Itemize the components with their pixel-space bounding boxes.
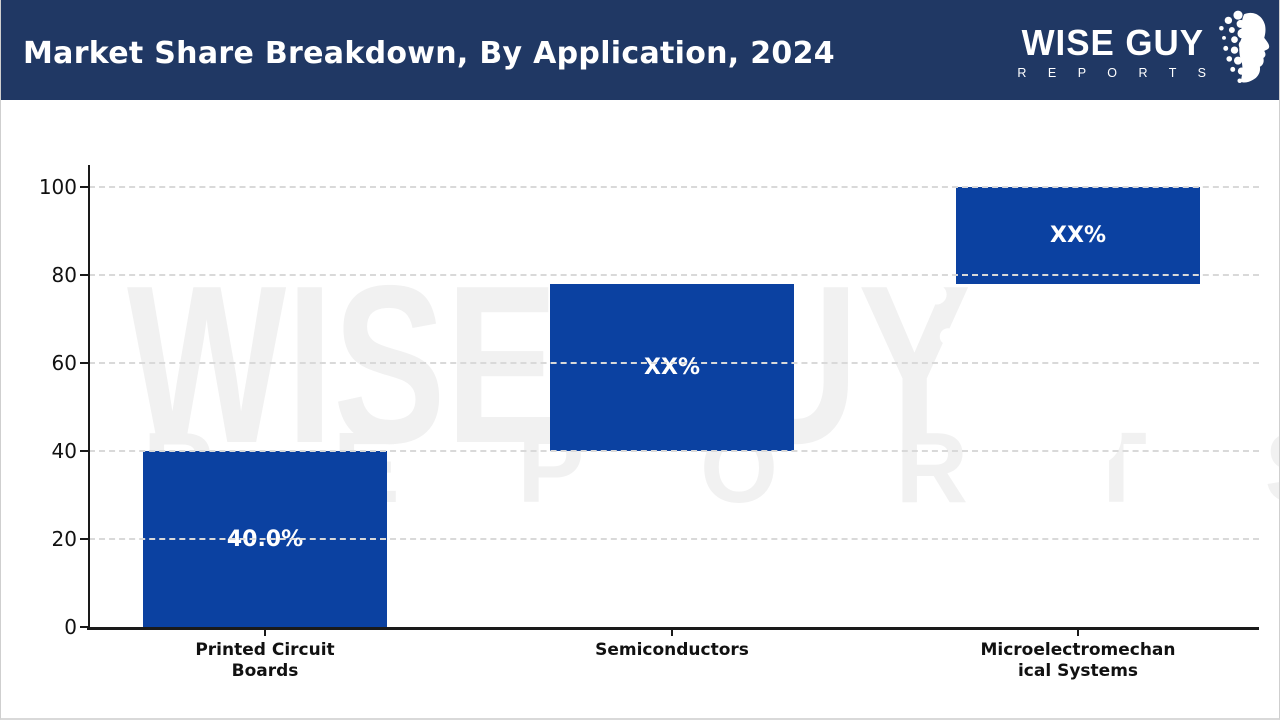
bar-value-label: XX% <box>644 354 700 380</box>
gridline-60 <box>89 362 1259 364</box>
watermark-wordmark: WISE GUY <box>127 238 971 490</box>
x-category-label: Microelectromechan ical Systems <box>980 640 1176 681</box>
bar-segment: XX% <box>956 187 1200 284</box>
y-tick-mark <box>80 450 89 452</box>
logo-face-icon <box>1219 10 1270 84</box>
gridline-80 <box>89 274 1259 276</box>
header: Market Share Breakdown, By Application, … <box>1 0 1279 100</box>
x-tick-mark <box>264 627 266 636</box>
gridline-40 <box>89 450 1259 452</box>
wiseguy-logo: WISE GUY R E P O R T S <box>1011 6 1273 96</box>
y-tick-label: 80 <box>51 263 77 287</box>
bar-value-label: XX% <box>1050 222 1106 248</box>
y-tick-label: 0 <box>64 615 77 639</box>
x-axis-line <box>87 627 1259 630</box>
y-axis-line <box>88 165 90 629</box>
bar-segment: XX% <box>550 283 794 451</box>
logo-subtitle: R E P O R T S <box>1017 66 1215 80</box>
gridline-20 <box>89 538 1259 540</box>
y-tick-label: 40 <box>51 439 77 463</box>
x-category-label: Printed Circuit Boards <box>195 640 335 681</box>
y-tick-mark <box>80 362 89 364</box>
y-tick-label: 20 <box>51 527 77 551</box>
y-tick-label: 60 <box>51 351 77 375</box>
gridline-100 <box>89 186 1259 188</box>
y-tick-mark <box>80 538 89 540</box>
x-tick-mark <box>1077 627 1079 636</box>
y-tick-label: 100 <box>38 175 77 199</box>
logo-wordmark: WISE GUY <box>1022 22 1205 63</box>
y-tick-mark <box>80 186 89 188</box>
x-category-label: Semiconductors <box>595 640 749 660</box>
y-tick-mark <box>80 626 89 628</box>
page-title: Market Share Breakdown, By Application, … <box>23 36 835 71</box>
x-tick-mark <box>671 627 673 636</box>
y-tick-mark <box>80 274 89 276</box>
